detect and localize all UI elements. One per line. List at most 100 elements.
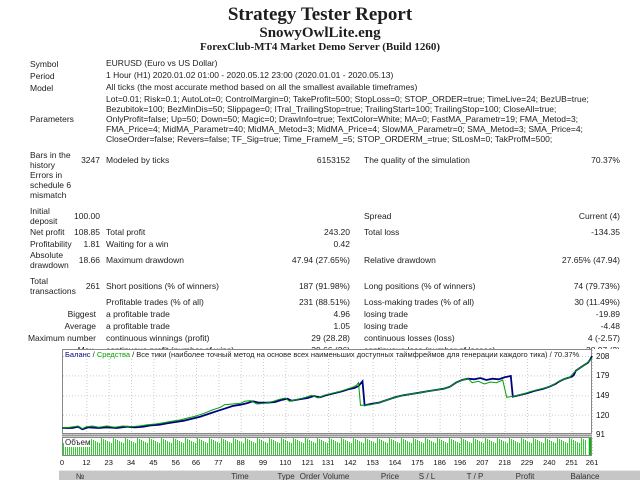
stat-label: Total loss xyxy=(364,227,400,237)
volume-panel-label: Объем xyxy=(65,438,91,447)
y-axis-label: 208 xyxy=(596,352,610,361)
stat-col1: Profitability 1.81 xyxy=(0,238,100,250)
stat-col1: Maximum number xyxy=(0,332,100,344)
stat-label: Waiting for a win xyxy=(106,239,169,249)
stat-row: Maximum number continuous winnings (profi… xyxy=(0,332,640,344)
stat-col1: Net profit 108.85 xyxy=(0,226,100,238)
stat-row: Symbol EURUSD (Euro vs US Dollar) xyxy=(0,58,640,70)
stat-value-wide: EURUSD (Euro vs US Dollar) xyxy=(106,58,218,68)
stat-label: Errors in schedule mismatch xyxy=(30,170,67,200)
stat-value-wide: 1 Hour (H1) 2020.01.02 01:00 - 2020.05.1… xyxy=(106,70,394,80)
stat-label: Model xyxy=(30,83,54,93)
stat-label: Modeled by ticks xyxy=(106,155,170,165)
stat-label: Maximum drawdown xyxy=(106,255,184,265)
stat-col1: Total transactions 261 xyxy=(0,276,100,296)
trades-column-header: Profit xyxy=(515,472,535,480)
stat-value: 74 (79.73%) xyxy=(573,281,620,291)
stat-value-wide: All ticks (the most accurate method base… xyxy=(106,82,418,92)
stat-value: -38.97 (2) xyxy=(583,345,620,349)
stat-col1 xyxy=(0,296,100,308)
stat-col3: Spread Current (4) xyxy=(350,206,620,226)
stat-col1: Model xyxy=(0,82,100,94)
trades-column-header: Type xyxy=(277,472,295,480)
stat-label: Long positions (% of winners) xyxy=(364,281,476,291)
stat-value: 1.81 xyxy=(83,239,100,249)
x-axis-label: 196 xyxy=(453,458,467,467)
x-axis-label: 175 xyxy=(411,458,424,467)
stat-label: Total transactions xyxy=(30,276,76,296)
report-header: Strategy Tester Report SnowyOwlLite.eng … xyxy=(0,4,640,54)
x-axis-label: 153 xyxy=(366,458,379,467)
stat-label: Period xyxy=(30,71,55,81)
trades-column-header: Order xyxy=(299,472,321,480)
stat-col2: Total profit 243.20 xyxy=(100,226,350,238)
stat-col3: continuous loss (number of losses) -38.97… xyxy=(350,344,620,349)
server-name: ForexClub-MT4 Market Demo Server (Build … xyxy=(199,41,441,53)
stat-label: a profitable trade xyxy=(106,321,170,331)
stat-col1: Biggest xyxy=(0,308,100,320)
stat-label: Maximum number xyxy=(27,333,96,343)
y-axis-label: 120 xyxy=(596,410,610,420)
stat-col2 xyxy=(100,170,350,200)
stat-value: 18.66 xyxy=(78,255,100,265)
stat-col2: a profitable trade 1.05 xyxy=(100,320,350,332)
stat-value: 47.94 (27.65%) xyxy=(291,255,350,265)
stat-col1: Parameters xyxy=(0,94,100,144)
x-axis-label: 0 xyxy=(59,458,65,467)
main-chart-frame xyxy=(62,349,592,434)
x-axis-label: 23 xyxy=(104,458,113,467)
stat-col2: Waiting for a win 0.42 xyxy=(100,238,350,250)
stat-label: Biggest xyxy=(67,309,96,319)
trades-column-header: T / P xyxy=(466,472,484,480)
trades-column-header: S / L xyxy=(418,472,436,480)
stat-value: 261 xyxy=(85,281,100,291)
stat-col2: a profitable trade 4.96 xyxy=(100,308,350,320)
stat-row: Average a profitable trade 1.05 losing trad… xyxy=(0,320,640,332)
stat-value-wide: Lot=0.01; Risk=0.1; AutoLot=0; ControlMa… xyxy=(106,94,589,144)
x-axis-label: 66 xyxy=(191,458,201,467)
page-title: Strategy Tester Report xyxy=(227,4,413,25)
stat-value: 27.65% (47.94) xyxy=(561,255,620,265)
trades-column-header: Price xyxy=(380,472,400,480)
stat-col2: continuous winnings (profit) 29 (28.28) xyxy=(100,332,350,344)
stat-col1: Symbol xyxy=(0,58,100,70)
stat-col3: Total loss -134.35 xyxy=(350,226,620,238)
stat-value: 6 xyxy=(66,180,72,190)
x-axis-label: 77 xyxy=(214,458,223,467)
stat-label: Spread xyxy=(364,211,392,221)
stat-label: Max. xyxy=(78,345,96,349)
stat-row: Profitable trades (% of all) 231 (88.51%)… xyxy=(0,296,640,308)
x-axis-label: 218 xyxy=(498,458,511,467)
stat-label: continuous profit (number of wins) xyxy=(100,345,234,349)
stat-label: Profitability xyxy=(30,239,72,249)
stat-row: Absolute drawdown 18.66 Maximum drawdown 47… xyxy=(0,250,640,270)
trades-column-header: Balance xyxy=(570,472,600,480)
legend-model-note: / Все тики (наиболее точный метод на осн… xyxy=(130,350,554,359)
x-axis-label: 110 xyxy=(279,458,292,467)
x-axis-label: 34 xyxy=(126,458,136,467)
stat-label: continuous winnings (profit) xyxy=(106,333,210,343)
x-axis-label: 186 xyxy=(433,458,446,467)
stat-col1: Max. xyxy=(0,344,100,349)
stat-row: Biggest a profitable trade 4.96 losing trad… xyxy=(0,308,640,320)
stat-col2: Modeled by ticks 6153152 xyxy=(100,150,350,170)
stat-label: continuous loss (number of losses) xyxy=(350,345,495,349)
stat-label: losing trade xyxy=(364,309,408,319)
stat-row: Period 1 Hour (H1) 2020.01.02 01:00 - 202… xyxy=(0,70,640,82)
stats-table: Symbol EURUSD (Euro vs US Dollar) Period 1 … xyxy=(0,58,640,349)
stat-label: Symbol xyxy=(30,59,59,69)
stat-row: Total transactions 261 Short positions (% … xyxy=(0,276,640,296)
stat-col2: continuous profit (number of wins) 39.66 … xyxy=(100,344,350,349)
y-axis-label: 91 xyxy=(596,430,605,439)
stat-col1: Bars in the history 3247 xyxy=(0,150,100,170)
stat-label: Absolute drawdown xyxy=(30,250,69,270)
stat-label: Average xyxy=(64,321,96,331)
volume-panel-frame xyxy=(62,437,592,456)
stat-col2: Short positions (% of winners) 187 (91.98… xyxy=(100,276,350,296)
stat-col3: The quality of the simulation 70.37% xyxy=(350,150,620,170)
stat-col3 xyxy=(350,170,620,200)
stat-label: Net profit xyxy=(30,227,65,237)
legend-separator: / xyxy=(90,350,97,359)
x-axis-label: 56 xyxy=(171,458,180,467)
